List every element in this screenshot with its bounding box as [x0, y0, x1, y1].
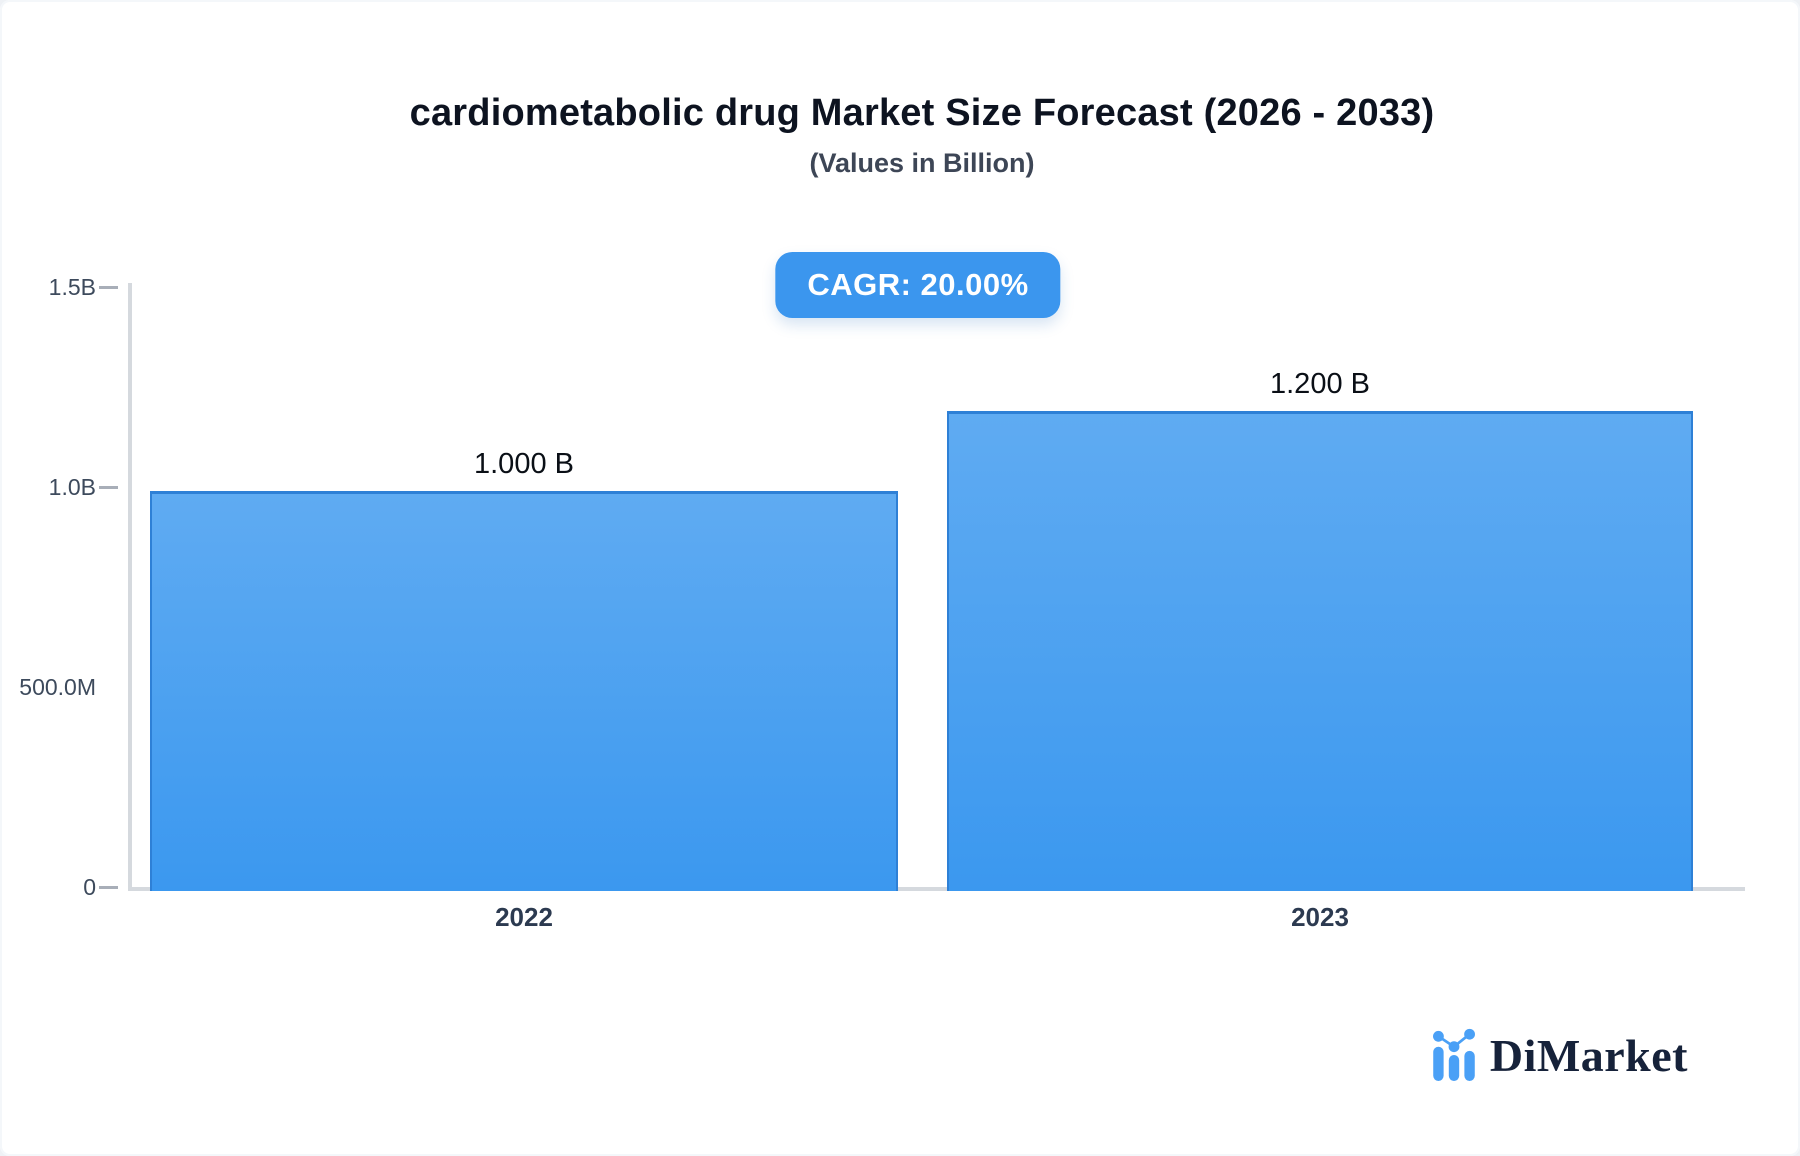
- y-tick-label-1-5b: 1.5B: [48, 274, 96, 300]
- y-tick-label-0: 0: [83, 874, 96, 900]
- y-axis-line: [128, 283, 132, 891]
- chart-subtitle: (Values in Billion): [809, 148, 1035, 178]
- brand-logo-text: DiMarket: [1489, 1029, 1688, 1081]
- x-axis-line: [128, 887, 1745, 891]
- combo-chart-logo-icon: [1432, 1028, 1475, 1081]
- bar-value-label-2022: 1.000 B: [474, 448, 574, 480]
- y-tick-mark: [99, 286, 118, 289]
- y-tick-mark: [99, 486, 118, 489]
- chart-title: cardiometabolic drug Market Size Forecas…: [409, 92, 1435, 134]
- y-tick-label-1-0b: 1.0B: [48, 474, 96, 500]
- bar-2023: 1.200 B: [947, 368, 1693, 891]
- x-tick-label-2023: 2023: [1291, 902, 1349, 932]
- y-tick-label-500m: 500.0M: [19, 674, 96, 700]
- bar-2022: 1.000 B: [150, 448, 898, 891]
- y-tick-mark: [99, 886, 118, 889]
- brand-logo: DiMarket: [1431, 1028, 1688, 1082]
- cagr-badge: CAGR: 20.00%: [775, 252, 1061, 318]
- x-tick-label-2022: 2022: [495, 902, 553, 932]
- bar-value-label-2023: 1.200 B: [1270, 368, 1370, 400]
